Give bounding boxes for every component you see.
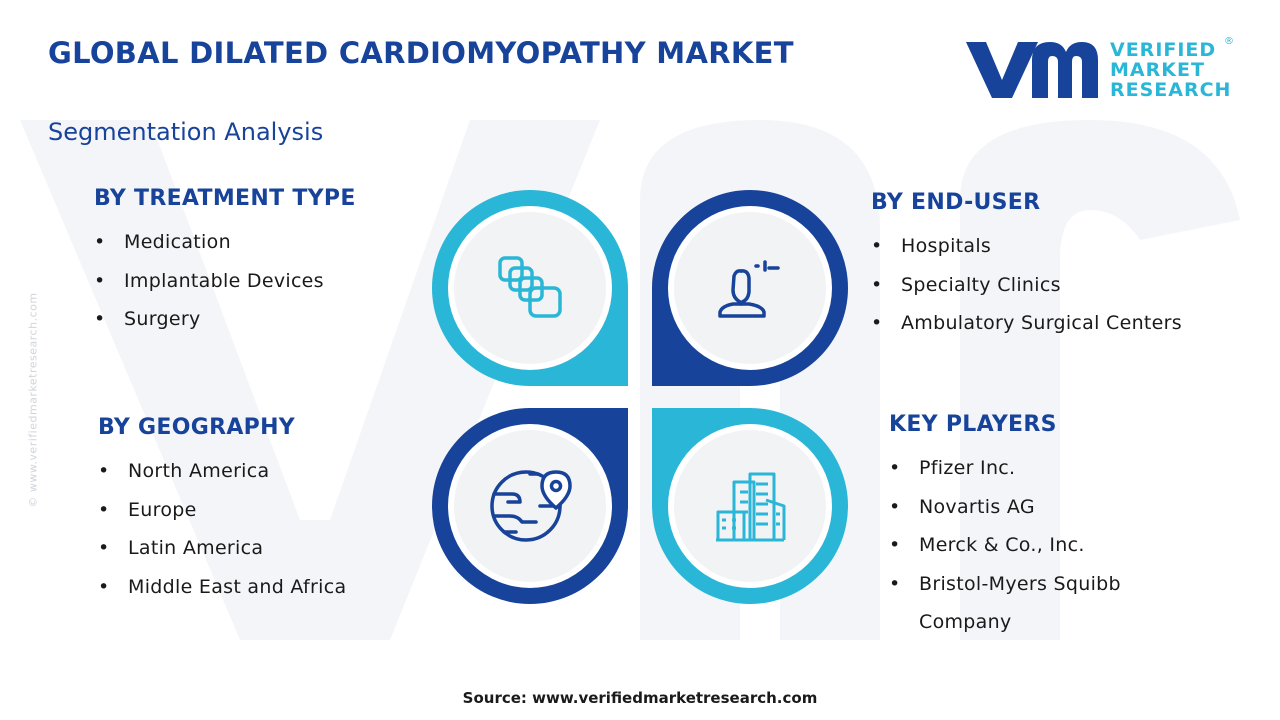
segment-key-players: KEY PLAYERS Pfizer Inc. Novartis AG Merc… <box>889 412 1121 642</box>
list-item: Implantable Devices <box>94 262 356 301</box>
source-footer: Source: www.verifiedmarketresearch.com <box>462 689 818 707</box>
capsules-icon <box>498 256 562 318</box>
logo-text-research: RESEARCH <box>1110 79 1232 101</box>
buildings-icon <box>716 472 786 542</box>
user-icon <box>718 260 780 318</box>
list-item-continuation: Company <box>919 611 1012 633</box>
segment-title: BY END-USER <box>871 190 1041 215</box>
logo-text-verified: VERIFIED <box>1110 39 1217 61</box>
list-item: Latin America <box>98 529 346 568</box>
segment-title: BY TREATMENT TYPE <box>94 186 356 211</box>
vmr-logo-mark-icon <box>966 42 1098 98</box>
list-item: Middle East and Africa <box>98 568 346 607</box>
list-item: Novartis AG <box>889 488 1121 527</box>
segment-title: BY GEOGRAPHY <box>98 415 296 440</box>
segment-list: North America Europe Latin America Middl… <box>98 452 346 606</box>
segment-list: Pfizer Inc. Novartis AG Merck & Co., Inc… <box>889 449 1121 642</box>
list-item: Hospitals <box>871 227 1182 266</box>
segment-end-user: BY END-USER Hospitals Specialty Clinics … <box>871 190 1182 343</box>
list-item: Specialty Clinics <box>871 266 1182 305</box>
segment-list: Medication Implantable Devices Surgery <box>94 223 356 339</box>
list-item: Europe <box>98 491 346 530</box>
list-item: Medication <box>94 223 356 262</box>
segment-geography: BY GEOGRAPHY North America Europe Latin … <box>98 415 346 606</box>
list-item: Bristol-Myers Squibb <box>889 565 1121 604</box>
quadrant-geography <box>432 408 628 604</box>
globe-location-icon <box>490 470 572 542</box>
list-item: Merck & Co., Inc. <box>889 526 1121 565</box>
segment-treatment-type: BY TREATMENT TYPE Medication Implantable… <box>94 186 356 339</box>
page-title: GLOBAL DILATED CARDIOMYOPATHY MARKET <box>48 36 794 70</box>
list-item: Surgery <box>94 300 356 339</box>
segment-list: Hospitals Specialty Clinics Ambulatory S… <box>871 227 1182 343</box>
segment-title: KEY PLAYERS <box>889 412 1057 437</box>
logo-text-market: MARKET <box>1110 59 1205 81</box>
list-item: North America <box>98 452 346 491</box>
list-item: Ambulatory Surgical Centers <box>871 304 1182 343</box>
brand-logo: VERIFIED MARKET RESEARCH ® <box>962 36 1242 106</box>
page-subtitle: Segmentation Analysis <box>48 118 324 146</box>
registered-mark: ® <box>1224 36 1234 47</box>
list-item: Pfizer Inc. <box>889 449 1121 488</box>
